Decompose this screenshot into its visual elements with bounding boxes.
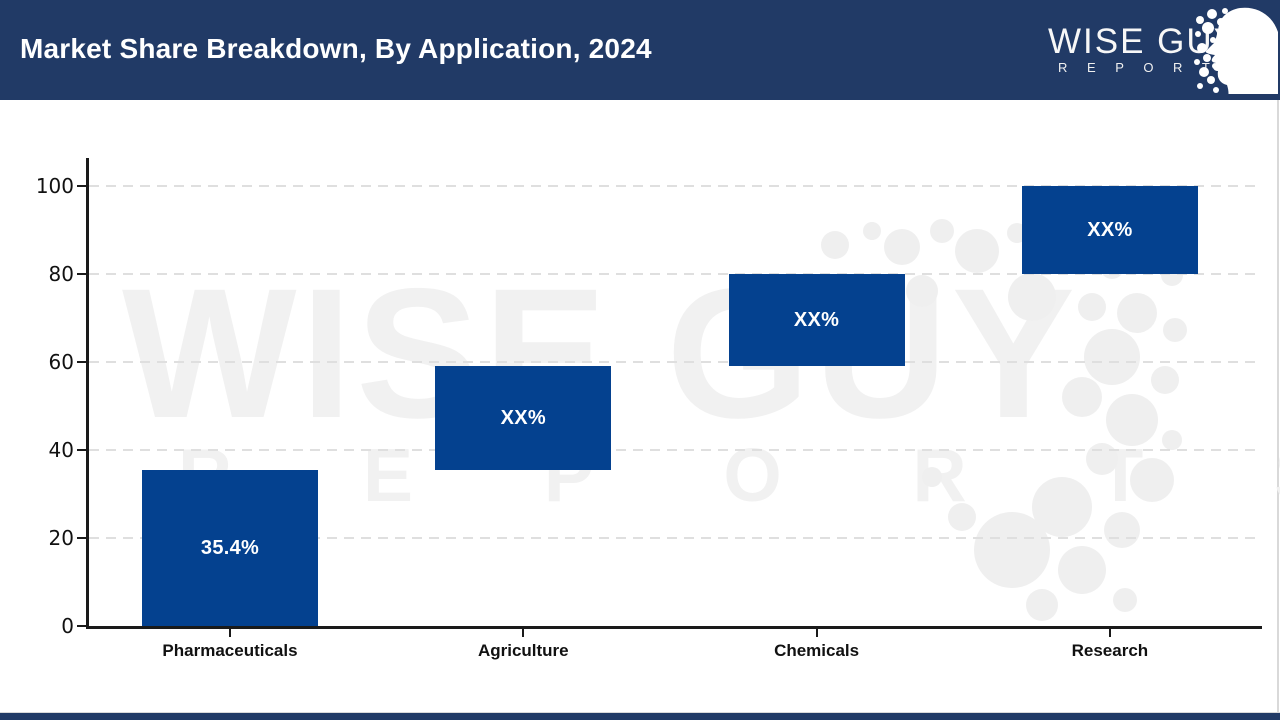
x-axis-category-label: Agriculture — [477, 641, 569, 660]
frame-hairline-right — [1277, 100, 1279, 713]
header-bar: Market Share Breakdown, By Application, … — [0, 0, 1280, 100]
y-axis-tick-label: 40 — [48, 438, 74, 462]
wise-guy-reports-logo: WISE GUY R E P O R T S — [980, 0, 1280, 100]
x-axis-category-label: Chemicals — [774, 641, 860, 660]
y-axis-tick — [77, 185, 86, 187]
x-axis-line — [86, 626, 1262, 629]
y-axis-tick — [77, 273, 86, 275]
y-axis-tick-label: 20 — [48, 526, 74, 550]
x-axis-tick — [522, 628, 525, 637]
y-axis-line — [86, 158, 89, 629]
bar-research: XX% — [1021, 186, 1198, 274]
y-axis-tick-label: 0 — [61, 614, 74, 638]
bar-chemicals: XX% — [728, 274, 905, 367]
bar-value-label: XX% — [1087, 218, 1133, 241]
dotted-head-profile-icon — [1194, 7, 1278, 94]
frame-hairline-bottom — [0, 712, 1280, 713]
bar-pharmaceuticals: 35.4% — [142, 470, 318, 626]
gridline-80 — [89, 273, 1262, 275]
x-axis-tick — [1108, 628, 1111, 637]
bar-value-label: XX% — [500, 406, 546, 429]
y-axis-tick — [77, 625, 86, 627]
bar-value-label: XX% — [793, 308, 840, 331]
x-axis-tick — [815, 628, 818, 637]
bar-value-label: 35.4% — [200, 536, 260, 559]
x-axis-tick — [229, 628, 231, 637]
gridline-60 — [89, 361, 1262, 363]
y-axis-tick — [77, 361, 86, 363]
y-axis-tick-label: 80 — [48, 262, 74, 286]
x-axis-category-label: Pharmaceuticals — [162, 641, 298, 660]
gridline-40 — [89, 449, 1262, 451]
x-axis-category-label: Research — [1071, 641, 1149, 660]
chart-plot-area: 0 20 40 60 80 100 35.4% Pharmaceuticals XX% Agric… — [0, 100, 1280, 713]
page-title: Market Share Breakdown, By Application, … — [20, 33, 652, 64]
logo-reports-text: R E P O R T S — [1058, 60, 1246, 75]
gridline-20 — [89, 537, 1262, 539]
bar-agriculture: XX% — [435, 366, 612, 471]
y-axis-tick — [77, 537, 86, 539]
y-axis-tick-label: 100 — [35, 174, 74, 198]
y-axis-tick — [77, 449, 86, 451]
y-axis-tick-label: 60 — [48, 350, 74, 374]
gridline-100 — [89, 185, 1262, 187]
footer-bar — [0, 713, 1280, 720]
